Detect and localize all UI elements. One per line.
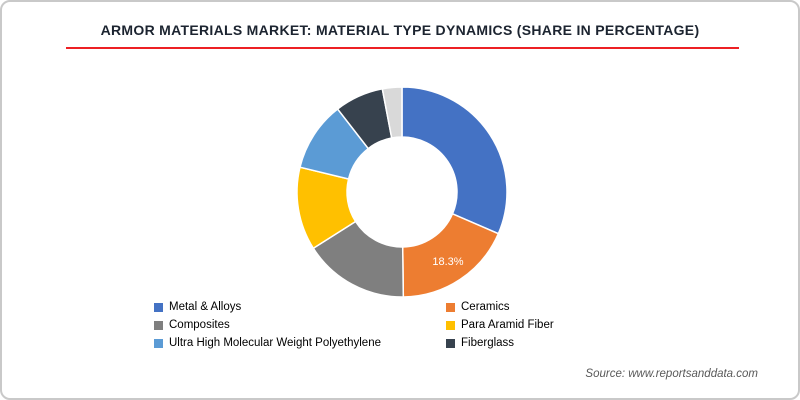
legend-label: Ultra High Molecular Weight Polyethylene: [169, 337, 381, 349]
legend-item-uhmwpe: Ultra High Molecular Weight Polyethylene: [154, 337, 446, 350]
legend-item-ceramics: Ceramics: [446, 301, 694, 314]
chart-title: ARMOR MATERIALS MARKET: MATERIAL TYPE DY…: [100, 22, 700, 38]
legend-item-metal-alloys: Metal & Alloys: [154, 301, 446, 314]
legend-swatch: [154, 303, 163, 312]
legend-swatch: [154, 339, 163, 348]
segment-data-label: 18.3%: [432, 256, 463, 268]
legend-swatch: [446, 339, 455, 348]
legend-label: Para Aramid Fiber: [461, 319, 554, 331]
donut-chart: 18.3%: [192, 82, 612, 302]
donut-segment: [381, 86, 403, 139]
legend-item-para-aramid-fiber: Para Aramid Fiber: [446, 319, 694, 332]
chart-legend: Metal & Alloys Ceramics Composites Para …: [154, 301, 694, 350]
legend-item-composites: Composites: [154, 319, 446, 332]
title-underline: [66, 47, 739, 49]
source-attribution: Source: www.reportsanddata.com: [585, 368, 758, 380]
donut-segment: [401, 86, 508, 235]
legend-swatch: [446, 303, 455, 312]
legend-swatch: [154, 321, 163, 330]
legend-label: Metal & Alloys: [169, 301, 242, 313]
legend-label: Composites: [169, 319, 230, 331]
legend-swatch: [446, 321, 455, 330]
legend-label: Fiberglass: [461, 337, 515, 349]
legend-label: Ceramics: [461, 301, 510, 313]
donut-svg: 18.3%: [296, 86, 508, 298]
legend-item-fiberglass: Fiberglass: [446, 337, 694, 350]
